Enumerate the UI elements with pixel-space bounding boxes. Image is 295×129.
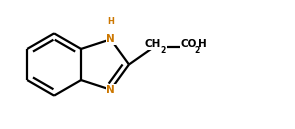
Text: H: H: [198, 39, 206, 49]
Text: H: H: [108, 17, 114, 26]
Text: 2: 2: [195, 46, 200, 55]
Text: N: N: [106, 85, 115, 95]
Text: N: N: [106, 34, 115, 44]
Text: CO: CO: [180, 39, 197, 49]
Text: 2: 2: [160, 46, 165, 55]
Text: CH: CH: [144, 39, 160, 49]
